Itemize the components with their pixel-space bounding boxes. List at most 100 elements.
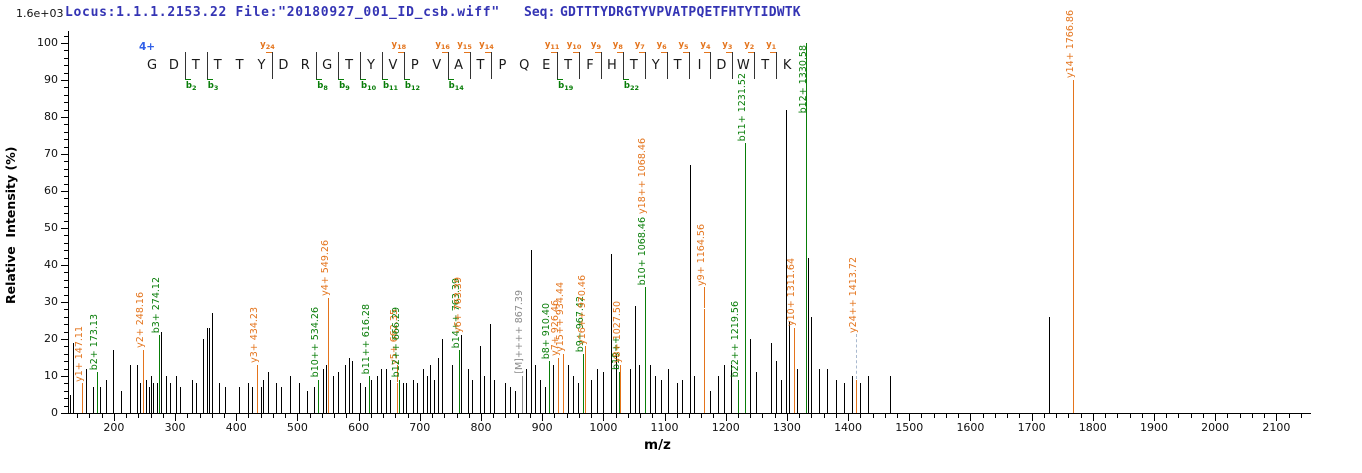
peak [151, 376, 152, 413]
residue-letter: Q [519, 58, 530, 73]
y-ion-label: y2 [744, 40, 755, 51]
x-major-tick [1215, 414, 1217, 421]
peak [490, 324, 491, 413]
peak [505, 383, 506, 413]
peak [82, 383, 83, 413]
y-ion-label: y15 [457, 40, 472, 51]
peak [468, 368, 469, 413]
y-minor-tick [64, 146, 68, 148]
peak [776, 361, 777, 413]
y-major-tick [61, 265, 68, 266]
peak [406, 383, 407, 413]
x-tick-label: 1100 [650, 421, 679, 434]
fragment-bar [272, 52, 274, 79]
y-tick-label: 20 [44, 332, 58, 345]
peak [399, 379, 400, 413]
peak [203, 339, 204, 413]
y-major-tick [61, 413, 68, 414]
x-minor-tick [958, 414, 960, 418]
x-minor-tick [1202, 414, 1204, 418]
residue-letter: T [213, 58, 222, 73]
y-minor-tick [64, 287, 68, 289]
y-ion-tick [463, 52, 470, 53]
x-minor-tick [1043, 414, 1045, 418]
peak [417, 383, 418, 413]
peak [545, 387, 546, 413]
x-minor-tick [578, 414, 580, 418]
peak [263, 379, 264, 413]
b-ion-tick [316, 79, 323, 80]
y-minor-tick [64, 57, 68, 59]
residue-letter: G [322, 58, 333, 73]
x-major-tick [664, 414, 666, 421]
peak [690, 165, 691, 413]
x-major-tick [542, 414, 544, 421]
x-minor-tick [554, 414, 556, 418]
peak [423, 368, 424, 413]
x-minor-tick [1251, 414, 1253, 418]
peak [661, 379, 662, 413]
peak [161, 331, 162, 413]
y-minor-tick [64, 87, 68, 89]
x-major-tick [175, 414, 177, 421]
x-major-tick [419, 414, 421, 421]
peak [381, 368, 382, 413]
fragment-bar [206, 52, 208, 79]
x-tick-label: 600 [348, 421, 370, 434]
y-major-tick [61, 228, 68, 229]
x-minor-tick [346, 414, 348, 418]
x-minor-tick [529, 414, 531, 418]
x-tick-label: 1500 [895, 421, 924, 434]
peak [472, 379, 473, 413]
peak-label: b12++ 666.29 [391, 307, 402, 378]
y-minor-tick [64, 383, 68, 385]
peak [1049, 316, 1050, 413]
x-minor-tick [101, 414, 103, 418]
peak [442, 339, 443, 413]
peak [844, 383, 845, 413]
fragment-bar [754, 52, 756, 79]
b-ion-tick [447, 79, 454, 80]
peak-label: b11+ 1231.52 [737, 72, 748, 141]
peak [427, 376, 428, 413]
peak-label: y9+ 1164.56 [696, 224, 707, 287]
y-major-tick [61, 339, 68, 340]
x-minor-tick [1288, 414, 1290, 418]
y-tick-label: 80 [44, 110, 58, 123]
peak [694, 376, 695, 413]
peak [750, 339, 751, 413]
peak [797, 368, 798, 413]
peak [371, 379, 372, 413]
b-ion-tick [403, 79, 410, 80]
peak [149, 387, 150, 413]
fragment-bar [469, 52, 471, 79]
peak [578, 383, 579, 413]
peak [630, 368, 631, 413]
y-tick-label: 100 [37, 36, 58, 49]
x-axis-line [68, 413, 1311, 414]
x-minor-tick [1007, 414, 1009, 418]
peak [113, 350, 114, 413]
x-tick-label: 1700 [1017, 421, 1046, 434]
x-minor-tick [627, 414, 629, 418]
y-minor-tick [64, 331, 68, 333]
peak [724, 364, 725, 413]
y-major-tick [61, 302, 68, 303]
x-minor-tick [285, 414, 287, 418]
b-ion-tick [622, 79, 629, 80]
x-minor-tick [1105, 414, 1107, 418]
locus-file-title: Locus:1.1.1.2153.22 File:"20180927_001_I… [65, 5, 500, 20]
fragment-bar [644, 52, 646, 79]
peak-label: [M]++++ 867.39 [514, 290, 525, 374]
y-major-tick [61, 117, 68, 118]
x-minor-tick [456, 414, 458, 418]
peak [413, 379, 414, 413]
y-minor-tick [64, 279, 68, 281]
x-minor-tick [1264, 414, 1266, 418]
y-minor-tick [64, 65, 68, 67]
residue-letter: P [410, 58, 419, 73]
peak-label: y10+ 1311.64 [786, 257, 797, 326]
residue-letter: D [716, 58, 727, 73]
peak [93, 387, 94, 413]
sequence-text: GDTTTYDRGTYVPVATPQETFHTYTIDWTK [560, 5, 801, 20]
